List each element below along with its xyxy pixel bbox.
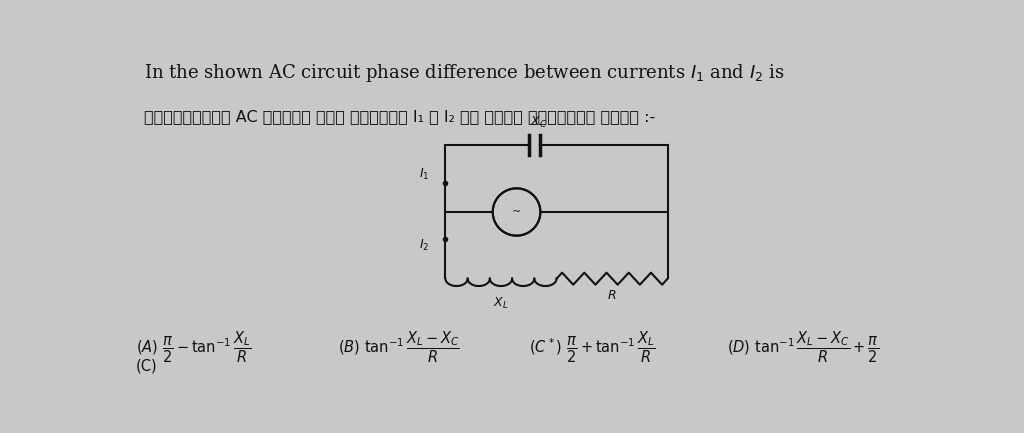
Text: $(D)\ \tan^{-1}\dfrac{X_L-X_C}{R}+\dfrac{\pi}{2}$: $(D)\ \tan^{-1}\dfrac{X_L-X_C}{R}+\dfrac… <box>727 330 880 365</box>
Text: $X_C$: $X_C$ <box>529 115 547 130</box>
Text: $(B)\ \tan^{-1}\dfrac{X_L-X_C}{R}$: $(B)\ \tan^{-1}\dfrac{X_L-X_C}{R}$ <box>338 330 460 365</box>
Text: ~: ~ <box>512 207 521 217</box>
Text: $X_L$: $X_L$ <box>494 296 509 311</box>
Text: $(C^*)\ \dfrac{\pi}{2}+\tan^{-1}\dfrac{X_L}{R}$: $(C^*)\ \dfrac{\pi}{2}+\tan^{-1}\dfrac{X… <box>528 330 655 365</box>
Text: $I_1$: $I_1$ <box>419 167 430 182</box>
Text: $(A)\ \dfrac{\pi}{2}-\tan^{-1}\dfrac{X_L}{R}$: $(A)\ \dfrac{\pi}{2}-\tan^{-1}\dfrac{X_L… <box>136 330 252 365</box>
Polygon shape <box>493 188 541 236</box>
Text: In the shown AC circuit phase difference between currents $I_1$ and $I_2$ is: In the shown AC circuit phase difference… <box>143 62 784 84</box>
Text: प्रदर्शित AC परिपथ में धाराओं I₁ व I₂ के मध्य कलान्तर होगा :-: प्रदर्शित AC परिपथ में धाराओं I₁ व I₂ के… <box>143 109 655 124</box>
Text: (C): (C) <box>136 359 158 374</box>
Text: $R$: $R$ <box>607 289 616 302</box>
Text: $I_2$: $I_2$ <box>419 238 430 253</box>
